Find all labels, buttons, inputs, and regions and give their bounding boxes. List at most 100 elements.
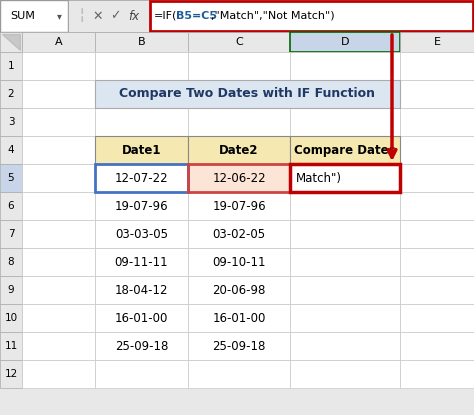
Bar xyxy=(290,80,400,108)
Bar xyxy=(188,248,290,276)
Bar xyxy=(95,80,188,108)
Text: 6: 6 xyxy=(8,201,14,211)
Text: 12-06-22: 12-06-22 xyxy=(212,171,266,185)
Bar xyxy=(95,192,188,220)
Bar xyxy=(188,276,290,304)
Text: Date1: Date1 xyxy=(122,144,161,156)
Text: ,"Match","Not Match"): ,"Match","Not Match") xyxy=(211,11,335,21)
Bar xyxy=(22,332,95,360)
Bar xyxy=(400,192,474,220)
Text: B5=C5: B5=C5 xyxy=(176,11,217,21)
Bar xyxy=(188,360,290,388)
Text: 12: 12 xyxy=(4,369,18,379)
Bar xyxy=(188,136,290,164)
Bar xyxy=(188,164,290,192)
Bar xyxy=(188,248,290,276)
Bar xyxy=(290,332,400,360)
Bar xyxy=(22,360,95,388)
Text: 16-01-00: 16-01-00 xyxy=(212,312,266,325)
Bar xyxy=(22,304,95,332)
Bar xyxy=(400,108,474,136)
Bar xyxy=(290,220,400,248)
Bar xyxy=(22,80,95,108)
Text: A: A xyxy=(55,37,62,47)
Bar xyxy=(95,164,188,192)
Text: 11: 11 xyxy=(4,341,18,351)
Bar xyxy=(400,220,474,248)
Text: ✓: ✓ xyxy=(110,10,120,22)
Text: 3: 3 xyxy=(8,117,14,127)
Bar xyxy=(95,108,188,136)
Bar xyxy=(290,248,400,276)
Text: 4: 4 xyxy=(8,145,14,155)
Bar xyxy=(0,80,22,108)
Bar xyxy=(400,52,474,80)
Text: ✕: ✕ xyxy=(93,10,103,22)
Bar xyxy=(95,304,188,332)
Text: 8: 8 xyxy=(8,257,14,267)
Text: ▾: ▾ xyxy=(56,11,62,21)
Bar xyxy=(0,304,22,332)
Bar xyxy=(290,276,400,304)
Text: 7: 7 xyxy=(8,229,14,239)
Text: Date2: Date2 xyxy=(219,144,259,156)
Text: 12-07-22: 12-07-22 xyxy=(115,171,168,185)
Bar xyxy=(95,164,188,192)
Bar xyxy=(22,164,95,192)
Bar xyxy=(290,136,400,164)
Bar xyxy=(290,332,400,360)
Bar xyxy=(95,220,188,248)
Bar xyxy=(188,220,290,248)
Bar xyxy=(400,136,474,164)
Bar xyxy=(0,52,22,80)
Bar xyxy=(400,32,474,52)
Bar xyxy=(95,248,188,276)
Bar xyxy=(95,136,188,164)
Text: SUM: SUM xyxy=(10,11,35,21)
Text: Compare Two Dates with IF Function: Compare Two Dates with IF Function xyxy=(119,88,375,100)
Bar xyxy=(400,164,474,192)
Bar xyxy=(400,248,474,276)
Text: E: E xyxy=(434,37,440,47)
Bar xyxy=(0,192,22,220)
Bar xyxy=(290,192,400,220)
Bar xyxy=(188,276,290,304)
Bar xyxy=(188,304,290,332)
Bar xyxy=(0,136,22,164)
Bar xyxy=(290,52,400,80)
Text: fx: fx xyxy=(128,10,139,22)
Text: Match"): Match") xyxy=(296,171,342,185)
Bar xyxy=(0,108,22,136)
Text: =IF(: =IF( xyxy=(154,11,177,21)
Bar xyxy=(22,276,95,304)
Bar xyxy=(0,220,22,248)
Bar xyxy=(290,108,400,136)
Bar xyxy=(290,276,400,304)
Bar xyxy=(22,52,95,80)
Text: 10: 10 xyxy=(4,313,18,323)
Text: 25-09-18: 25-09-18 xyxy=(212,339,266,352)
Bar xyxy=(290,136,400,164)
Text: Compare Dates: Compare Dates xyxy=(294,144,396,156)
Bar xyxy=(290,32,400,52)
Bar xyxy=(95,332,188,360)
Text: 9: 9 xyxy=(8,285,14,295)
Text: 18-04-12: 18-04-12 xyxy=(115,283,168,296)
Text: 25-09-18: 25-09-18 xyxy=(115,339,168,352)
Bar xyxy=(95,136,188,164)
Bar xyxy=(188,80,290,108)
Bar xyxy=(68,0,150,32)
Bar xyxy=(290,164,400,192)
Bar xyxy=(290,304,400,332)
Bar xyxy=(95,276,188,304)
Bar xyxy=(22,136,95,164)
Bar xyxy=(290,164,400,192)
Bar xyxy=(150,1,473,31)
Bar xyxy=(188,304,290,332)
Bar xyxy=(290,192,400,220)
Bar xyxy=(188,164,290,192)
Bar xyxy=(22,248,95,276)
Bar xyxy=(188,192,290,220)
Bar xyxy=(95,220,188,248)
Bar xyxy=(188,136,290,164)
